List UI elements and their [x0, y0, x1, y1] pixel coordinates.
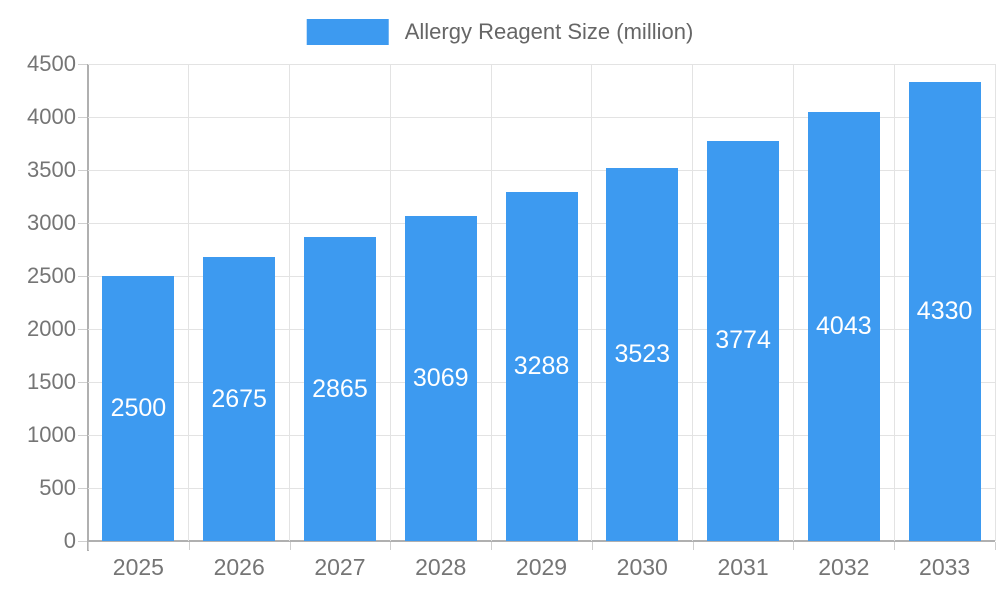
gridline-horizontal — [88, 169, 995, 171]
x-axis-tick — [491, 542, 493, 550]
bar-2033[interactable]: 4330 — [908, 82, 981, 541]
gridline-vertical — [792, 64, 794, 541]
y-axis-line — [87, 64, 89, 551]
x-axis-label: 2031 — [717, 554, 769, 580]
y-axis-tick — [78, 328, 87, 330]
bar-value-label: 2865 — [312, 374, 368, 403]
bar-2025[interactable]: 2500 — [102, 276, 175, 541]
bar-value-label: 3774 — [715, 326, 771, 355]
y-axis-label: 0 — [63, 528, 76, 553]
y-axis-tick — [78, 275, 87, 277]
bar-value-label: 3288 — [513, 352, 570, 381]
x-axis-tick — [289, 542, 291, 550]
gridline-vertical — [692, 64, 694, 541]
x-axis-label: 2028 — [415, 554, 467, 580]
x-axis-tick — [894, 542, 896, 550]
legend-swatch-icon — [306, 19, 389, 45]
y-axis-tick — [78, 381, 87, 383]
y-axis-tick — [78, 116, 87, 118]
x-axis-label: 2026 — [213, 554, 265, 580]
x-axis-label: 2030 — [616, 554, 668, 580]
x-axis-tick — [88, 542, 89, 550]
bar-2029[interactable]: 3288 — [505, 192, 578, 541]
bar-value-label: 2500 — [110, 394, 167, 422]
gridline-vertical — [893, 64, 895, 541]
gridline-vertical — [188, 64, 190, 541]
legend-label: Allergy Reagent Size (million) — [404, 19, 694, 44]
y-axis-label: 500 — [39, 475, 76, 500]
y-axis-label: 3000 — [27, 210, 76, 235]
x-axis-tick — [995, 542, 996, 550]
y-axis-tick — [78, 434, 87, 436]
x-axis-label: 2027 — [314, 554, 366, 580]
bar-2030[interactable]: 3523 — [606, 167, 679, 541]
x-axis-label: 2033 — [919, 554, 971, 580]
gridline-horizontal — [88, 116, 995, 118]
gridline-vertical — [289, 64, 291, 541]
gridline-horizontal — [88, 63, 995, 65]
y-axis-label: 1500 — [27, 369, 76, 394]
bar-2028[interactable]: 3069 — [404, 215, 477, 541]
x-axis-line — [88, 540, 995, 542]
plot-area: 2500 2675 2865 3069 3288 3523 3774 4043 4330 — [88, 63, 996, 541]
x-axis-label: 2029 — [515, 554, 568, 580]
gridline-vertical — [994, 64, 996, 541]
y-axis-label: 3500 — [27, 157, 76, 182]
y-axis-tick — [78, 487, 87, 489]
x-axis-tick — [390, 542, 392, 550]
bar-2031[interactable]: 3774 — [707, 140, 780, 541]
x-axis-tick — [591, 542, 593, 550]
x-axis-tick — [692, 542, 694, 550]
bar-value-label: 2675 — [211, 384, 267, 413]
x-axis-tick — [188, 542, 190, 550]
x-axis-label: 2025 — [112, 554, 164, 580]
y-axis-tick — [78, 63, 87, 65]
y-axis-tick — [78, 222, 87, 224]
bar-value-label: 4043 — [816, 312, 872, 341]
y-axis-tick — [78, 169, 87, 171]
bar-2032[interactable]: 4043 — [807, 112, 880, 541]
legend[interactable]: Allergy Reagent Size (million) — [306, 16, 694, 48]
gridline-vertical — [389, 64, 391, 541]
y-axis-label: 4000 — [27, 104, 76, 129]
bar-value-label: 3523 — [614, 339, 671, 368]
bar-value-label: 3069 — [412, 363, 469, 392]
bar-2027[interactable]: 2865 — [303, 237, 376, 541]
y-axis-label: 4500 — [27, 51, 76, 76]
x-axis-tick — [793, 542, 795, 550]
bar-2026[interactable]: 2675 — [203, 257, 276, 541]
y-axis-label: 1000 — [27, 422, 76, 447]
y-axis-tick — [78, 540, 87, 542]
x-axis-label: 2032 — [818, 554, 870, 580]
y-axis-label: 2000 — [27, 316, 76, 341]
bar-value-label: 4330 — [916, 297, 973, 325]
y-axis-label: 2500 — [27, 263, 76, 288]
gridline-vertical — [490, 64, 492, 541]
gridline-vertical — [591, 64, 593, 541]
